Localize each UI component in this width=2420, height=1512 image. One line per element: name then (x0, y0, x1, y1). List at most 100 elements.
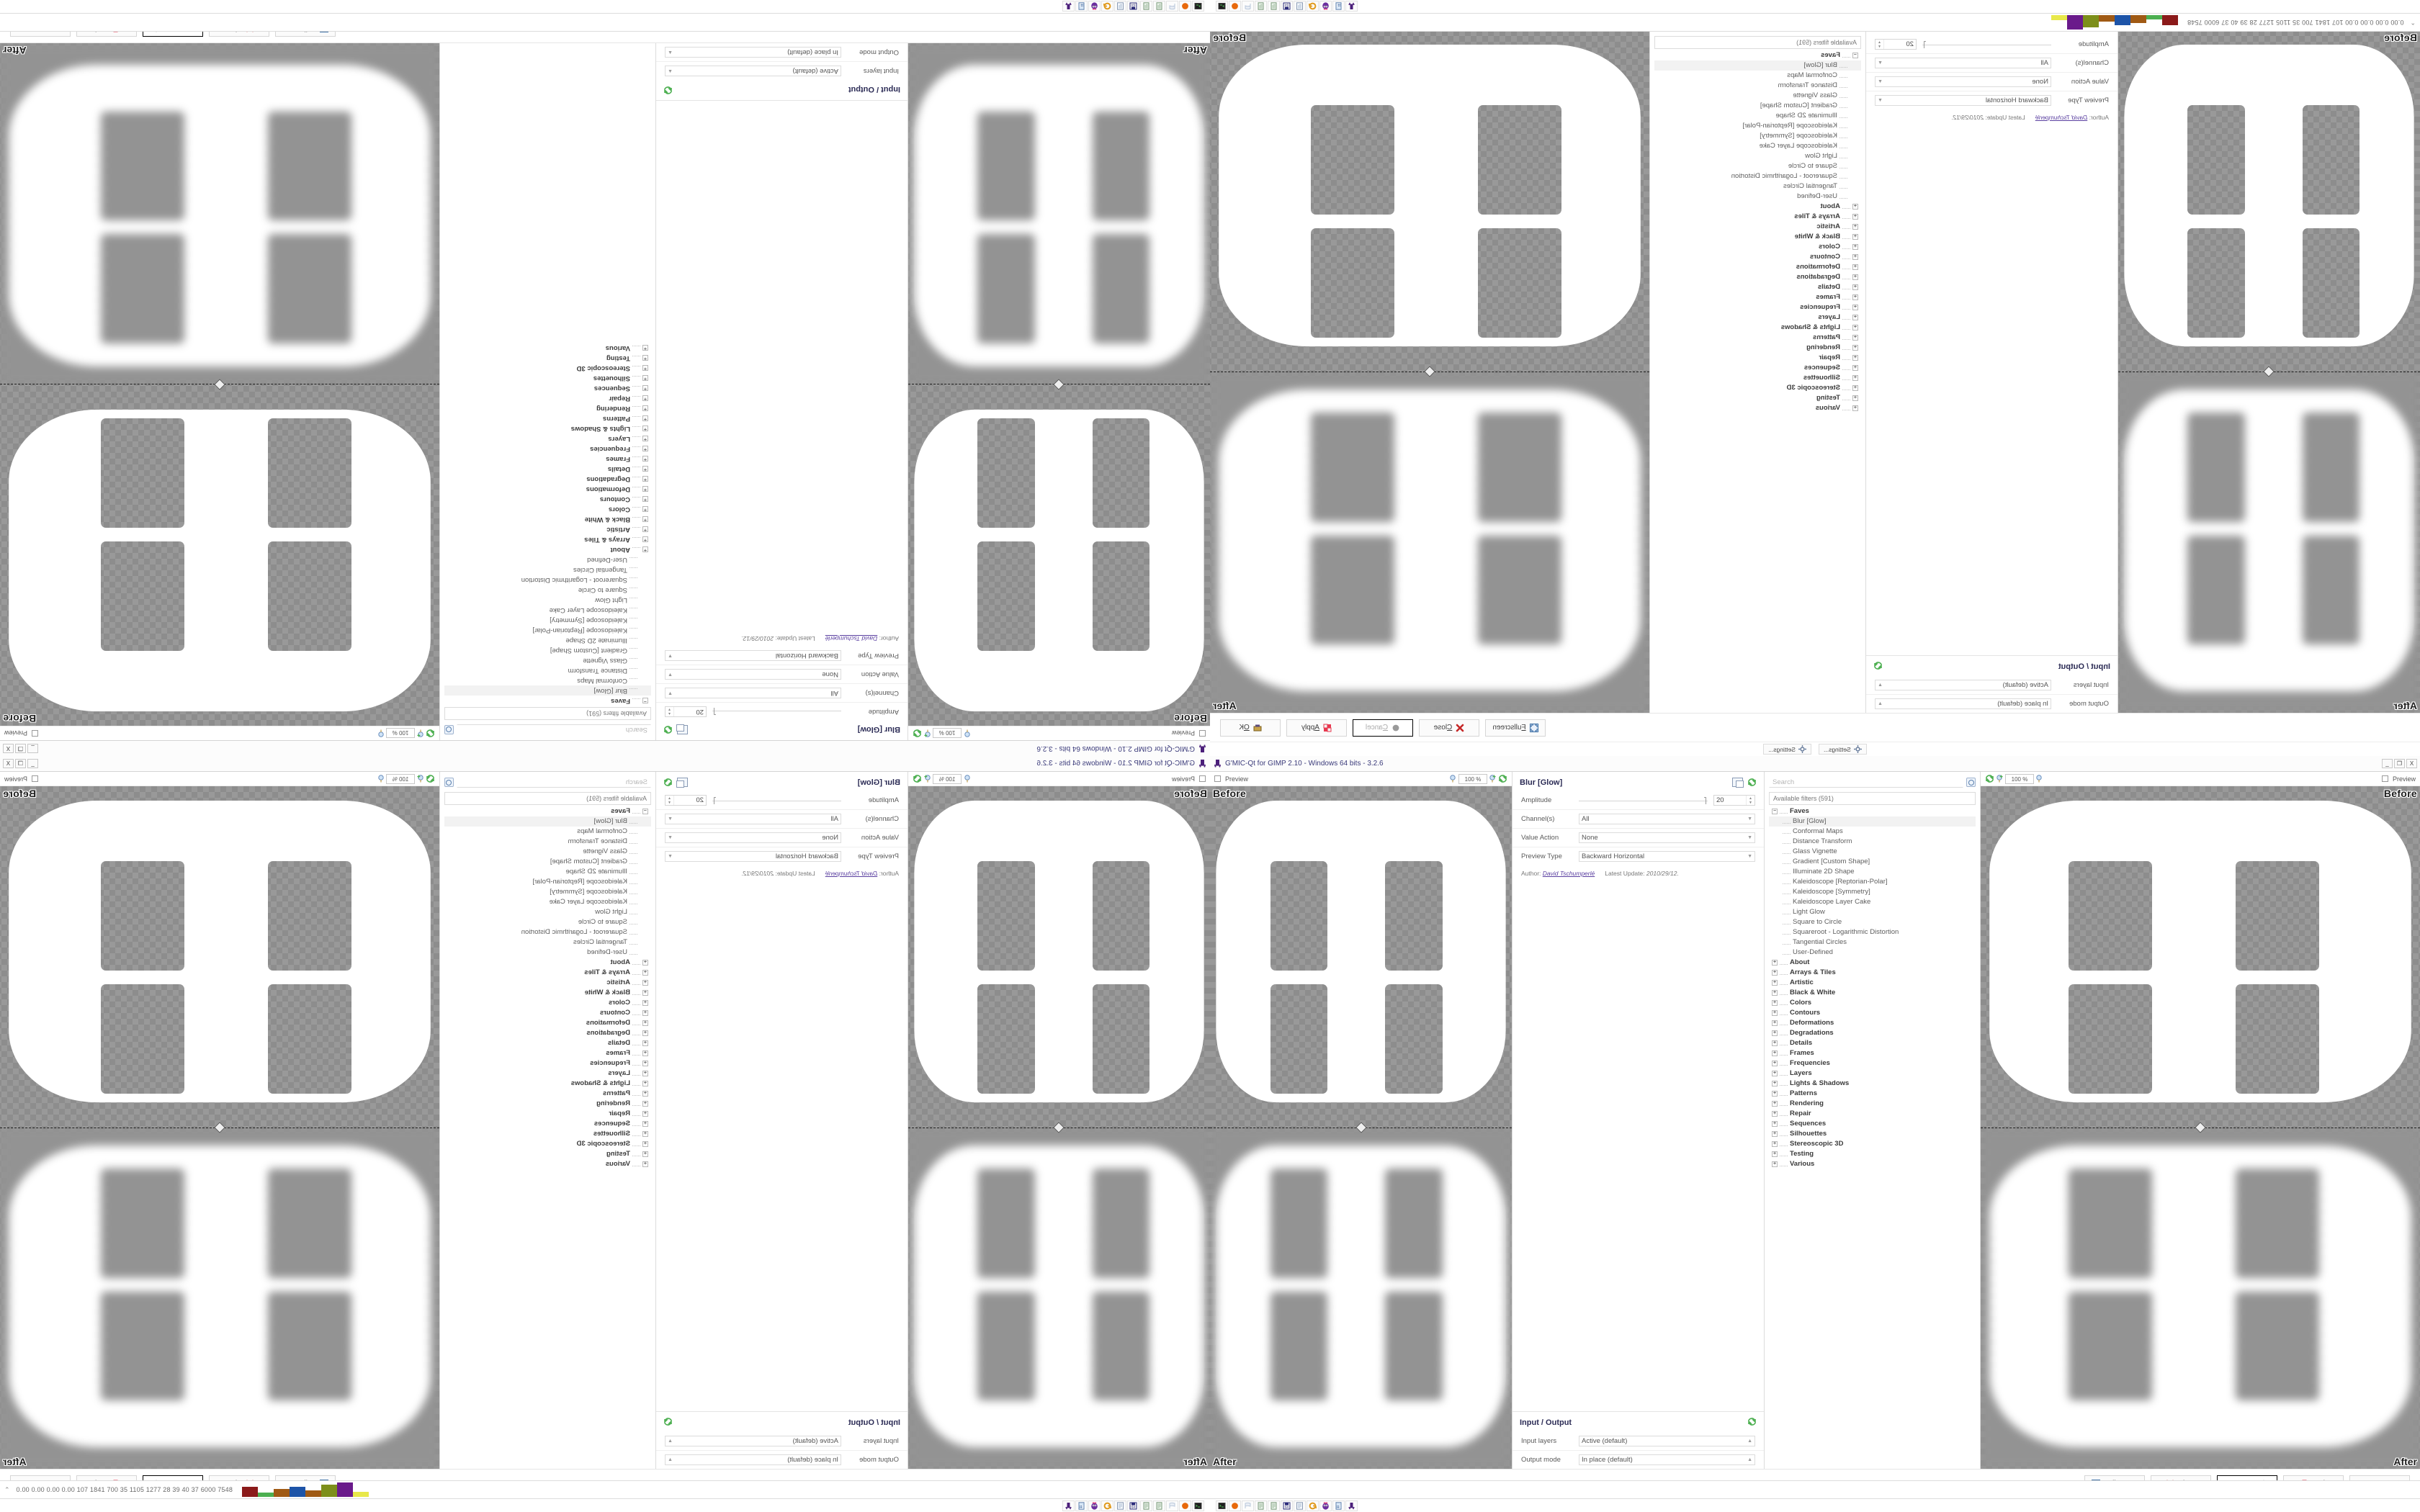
tree-category[interactable]: + Contours (1769, 1008, 1976, 1018)
preview-canvas-right[interactable]: Before After (1981, 786, 2420, 1469)
tree-item[interactable]: Tangential Circles (444, 937, 651, 948)
tree-expand-toggle[interactable]: + (642, 365, 648, 371)
tree-item[interactable]: Square to Circle (1654, 161, 1861, 171)
zoom-in-icon[interactable] (416, 729, 424, 737)
tree-item[interactable]: Kaleidoscope Layer Cake (1654, 141, 1861, 151)
tree-expand-toggle[interactable]: + (642, 436, 648, 441)
tree-category[interactable]: + Layers (1769, 1068, 1976, 1079)
tree-expand-toggle[interactable]: + (642, 405, 648, 411)
author-link[interactable]: David Tschumperlé (825, 870, 878, 877)
tree-expand-toggle[interactable]: + (642, 970, 648, 976)
flag-icon[interactable] (1166, 1, 1178, 12)
calculator-icon[interactable] (1332, 1, 1345, 12)
calculator-icon[interactable] (1075, 1500, 1088, 1511)
tree-category[interactable]: + Degradations (1769, 1028, 1976, 1038)
tree-expand-toggle[interactable]: + (1852, 375, 1858, 381)
terminal-icon[interactable] (1192, 1, 1204, 12)
document-icon[interactable] (1153, 1500, 1165, 1511)
reset-icon[interactable] (663, 725, 673, 734)
tree-category[interactable]: + Silhouettes (444, 1129, 651, 1139)
tree-category[interactable]: + Arrays & Tiles (1769, 968, 1976, 978)
tree-category[interactable]: + Testing (444, 1149, 651, 1159)
filters-tree[interactable]: − Faves Blur [Glow] Conformal Maps Distance … (440, 805, 655, 1469)
filters-tree[interactable]: − Faves Blur [Glow] Conformal Maps Distance … (1650, 49, 1865, 713)
tree-expand-toggle[interactable]: + (642, 506, 648, 512)
tree-category[interactable]: + Testing (444, 353, 651, 363)
apply-button[interactable]: Apply (1286, 719, 1347, 737)
preview-checkbox[interactable] (1214, 775, 1221, 782)
tree-category[interactable]: + Arrays & Tiles (1654, 212, 1861, 222)
tree-expand-toggle[interactable]: + (1772, 1020, 1778, 1026)
tree-category[interactable]: + Frequencies (444, 1058, 651, 1068)
tree-category[interactable]: + Rendering (444, 403, 651, 413)
amplitude-slider[interactable] (712, 708, 841, 716)
floppy64-icon[interactable]: 64 (1127, 1, 1139, 12)
tree-category[interactable]: + Repair (444, 393, 651, 403)
amplitude-stepper[interactable]: ▲▼ (665, 795, 707, 806)
amplitude-input[interactable] (674, 707, 706, 716)
search-icon[interactable] (444, 725, 454, 735)
tree-category[interactable]: + Silhouettes (444, 373, 651, 383)
minimize-button[interactable]: _ (27, 759, 38, 768)
minimize-button[interactable]: _ (27, 744, 38, 753)
tree-expand-toggle[interactable]: + (1852, 385, 1858, 391)
tree-expand-toggle[interactable]: + (642, 1161, 648, 1167)
tree-expand-toggle[interactable]: + (1852, 264, 1858, 270)
tree-expand-toggle[interactable]: + (1772, 1000, 1778, 1006)
tree-expand-toggle[interactable]: + (642, 546, 648, 552)
tree-category[interactable]: + Black & White (1654, 232, 1861, 242)
tree-category[interactable]: + Colors (444, 504, 651, 514)
tree-expand-toggle[interactable]: + (1772, 1101, 1778, 1107)
tree-category[interactable]: + About (444, 544, 651, 554)
tree-expand-toggle[interactable]: + (1852, 395, 1858, 401)
output-mode-select[interactable]: In place (default) ▲ (1579, 1454, 1755, 1465)
tree-expand-toggle[interactable]: + (642, 1141, 648, 1147)
tree-category[interactable]: + Various (1654, 403, 1861, 413)
tree-category[interactable]: + Sequences (1654, 363, 1861, 373)
tree-item[interactable]: Kaleidoscope Layer Cake (444, 605, 651, 615)
close-button[interactable]: X (3, 759, 14, 768)
tree-category[interactable]: + Colors (444, 998, 651, 1008)
close-button[interactable]: X (3, 744, 14, 753)
tree-category[interactable]: + Frames (1654, 292, 1861, 302)
preview-canvas-right[interactable]: Before After (0, 786, 439, 1469)
stepper-arrows[interactable]: ▲ ▼ (666, 796, 674, 805)
tree-category[interactable]: + Arrays & Tiles (444, 534, 651, 544)
chevron-up-icon[interactable]: ⌃ (2410, 19, 2416, 27)
tree-expand-toggle[interactable]: + (1772, 1040, 1778, 1046)
zoom-out-icon[interactable] (963, 729, 971, 737)
output-mode-select[interactable]: In place (default) ▲ (1875, 698, 2051, 709)
tree-expand-toggle[interactable]: + (1852, 315, 1858, 320)
tree-category[interactable]: + Sequences (1769, 1119, 1976, 1129)
channels-select[interactable]: All ▼ (1579, 814, 1755, 824)
notepad-icon[interactable] (1294, 1500, 1306, 1511)
tree-expand-toggle[interactable]: + (642, 496, 648, 502)
filters-tree[interactable]: − Faves Blur [Glow] Conformal Maps Distance … (1765, 805, 1980, 1469)
tree-category[interactable]: + Details (1769, 1038, 1976, 1048)
tree-category[interactable]: + Artistic (1769, 978, 1976, 988)
tree-expand-toggle[interactable]: + (1772, 1141, 1778, 1147)
tree-category[interactable]: + Testing (1654, 393, 1861, 403)
tree-category[interactable]: + Testing (1769, 1149, 1976, 1159)
preview-type-select[interactable]: Backward Horizontal ▼ (665, 851, 841, 862)
ok-button[interactable]: OK (1220, 719, 1281, 737)
amplitude-input[interactable] (1714, 796, 1746, 805)
search-icon[interactable] (444, 777, 454, 787)
tree-item[interactable]: Glass Vignette (1654, 91, 1861, 101)
minimize-button[interactable]: _ (2382, 759, 2393, 768)
zoom-out-icon[interactable] (377, 729, 385, 737)
document-icon[interactable] (1140, 1, 1152, 12)
tree-category[interactable]: + Details (444, 1038, 651, 1048)
tree-item[interactable]: Gradient [Custom Shape] (444, 645, 651, 655)
tree-expand-toggle[interactable]: + (1852, 204, 1858, 210)
tree-item[interactable]: Light Glow (444, 907, 651, 917)
tree-item[interactable]: Squareroot - Logarithmic Distortion (444, 575, 651, 585)
zoom-value[interactable]: 100 % (386, 728, 415, 739)
tree-expand-toggle[interactable]: + (642, 446, 648, 451)
tree-expand-toggle[interactable]: + (642, 516, 648, 522)
tree-item[interactable]: User-Defined (1654, 192, 1861, 202)
tree-category[interactable]: + Stereoscopic 3D (1654, 383, 1861, 393)
tree-category[interactable]: + Layers (444, 433, 651, 444)
output-mode-select[interactable]: In place (default) ▲ (665, 47, 841, 58)
tree-item[interactable]: Glass Vignette (444, 655, 651, 665)
